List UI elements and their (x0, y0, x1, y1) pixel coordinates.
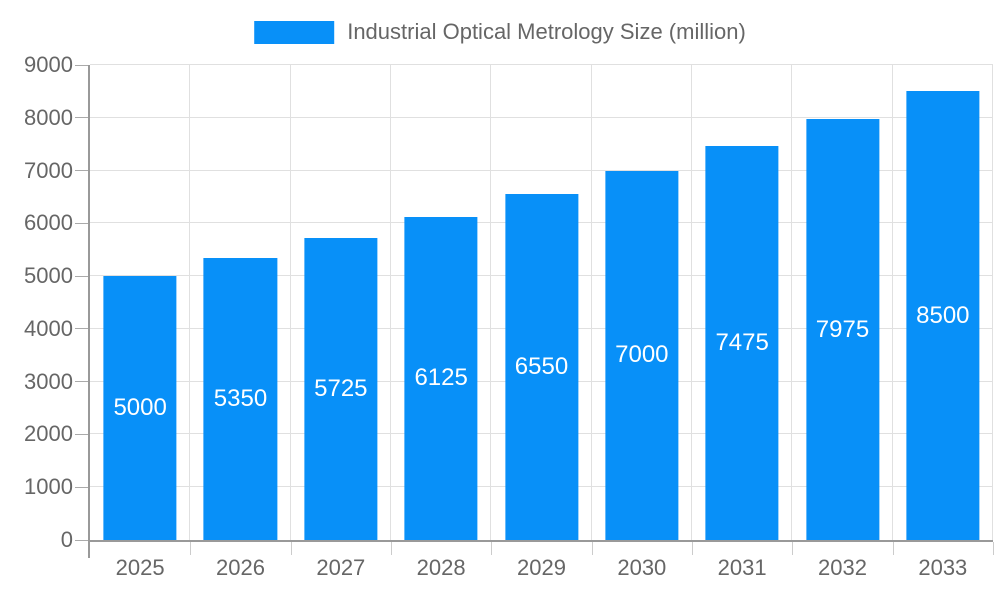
y-axis-tick-label: 2000 (24, 421, 73, 447)
y-axis-tick (75, 486, 88, 488)
bar-2026[interactable]: 5350 (203, 257, 278, 540)
x-axis-tick (491, 542, 493, 555)
v-gridline (590, 65, 592, 540)
y-axis-tick (75, 275, 88, 277)
bar-value-label: 5725 (314, 374, 368, 402)
y-axis-tick-label: 1000 (24, 474, 73, 500)
x-axis-tick (88, 542, 90, 558)
plot-area: 0 1000 2000 3000 4000 5000 6000 7000 8000 9000 500… (24, 54, 994, 579)
legend[interactable]: Industrial Optical Metrology Size (milli… (254, 19, 746, 45)
y-axis-tick (75, 328, 88, 330)
bar-value-label: 6125 (414, 364, 468, 392)
bar-value-label: 7975 (815, 315, 870, 343)
x-axis-label-2029: 2029 (517, 555, 566, 580)
v-gridline (189, 65, 191, 540)
h-gridline (90, 116, 993, 118)
x-axis-label-2033: 2033 (918, 555, 968, 580)
v-gridline (690, 65, 692, 540)
legend-swatch-icon (254, 20, 335, 44)
bar-2029[interactable]: 6550 (504, 194, 579, 540)
x-axis-tick (290, 542, 292, 555)
y-axis-tick-label: 5000 (24, 263, 73, 289)
y-axis-tick-label: 3000 (24, 368, 73, 394)
bar-2033[interactable]: 8500 (906, 91, 980, 540)
v-gridline (791, 65, 793, 540)
v-gridline (891, 65, 893, 540)
v-gridline (289, 65, 291, 540)
y-axis-tick-label: 0 (60, 527, 73, 552)
x-axis-label-2031: 2031 (717, 555, 767, 580)
bar-2028[interactable]: 6125 (404, 216, 478, 540)
bar-value-label: 8500 (916, 301, 970, 329)
v-gridline (490, 65, 492, 540)
x-axis-label-2026: 2026 (216, 555, 265, 580)
bar-value-label: 5000 (113, 394, 167, 422)
x-axis-tick (390, 542, 392, 555)
y-axis-tick (75, 117, 88, 119)
x-axis-tick (190, 542, 192, 555)
v-gridline (992, 65, 993, 540)
y-axis-tick (75, 433, 88, 435)
y-axis-tick (75, 381, 88, 383)
x-axis-tick (993, 542, 994, 555)
x-axis-label-2025: 2025 (115, 555, 165, 580)
x-axis-tick (792, 542, 794, 555)
y-axis-tick (75, 170, 88, 172)
y-axis-tick-label: 6000 (24, 210, 73, 236)
bar-2027[interactable]: 5725 (304, 237, 378, 540)
x-axis-label-2030: 2030 (617, 555, 667, 580)
bar-2031[interactable]: 7475 (705, 145, 779, 540)
bar-value-label: 5350 (213, 384, 268, 412)
h-gridline (90, 64, 993, 65)
x-axis-tick (591, 542, 593, 555)
y-axis-tick (75, 222, 88, 224)
h-gridline (90, 169, 993, 171)
bar-2030[interactable]: 7000 (605, 170, 679, 540)
x-axis-label-2032: 2032 (818, 555, 867, 580)
y-axis-tick (75, 539, 88, 541)
bar-2025[interactable]: 5000 (103, 276, 177, 540)
bar-value-label: 7000 (615, 341, 669, 369)
y-axis-tick-label: 9000 (24, 52, 73, 77)
y-axis-tick-label: 8000 (24, 104, 73, 130)
x-axis-label-2027: 2027 (316, 555, 366, 580)
legend-label: Industrial Optical Metrology Size (milli… (347, 19, 746, 44)
v-gridline (389, 65, 391, 540)
x-axis-label-2028: 2028 (416, 555, 466, 580)
y-axis-tick (75, 64, 88, 66)
x-axis-tick (892, 542, 894, 555)
y-axis-tick-label: 4000 (24, 315, 73, 341)
x-axis-tick (691, 542, 693, 555)
bar-value-label: 6550 (514, 353, 569, 381)
y-axis-tick-label: 7000 (24, 157, 73, 183)
bar-2032[interactable]: 7975 (805, 119, 880, 540)
bar-value-label: 7475 (715, 328, 769, 356)
